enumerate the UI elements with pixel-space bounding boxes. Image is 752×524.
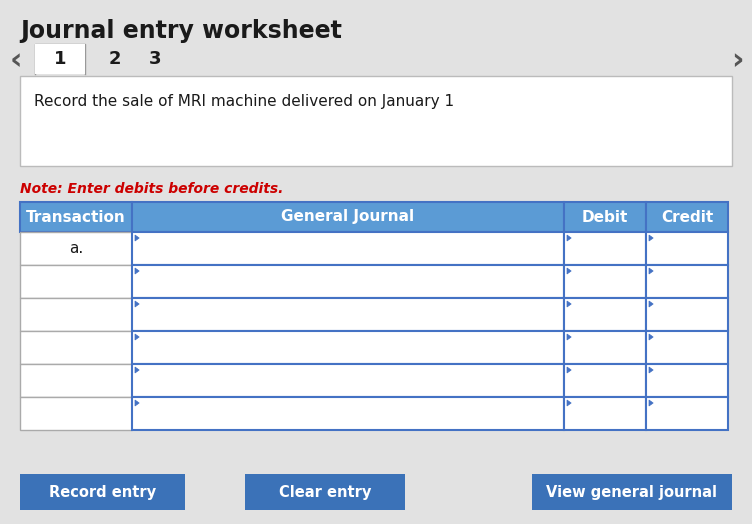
Polygon shape <box>649 268 653 274</box>
Text: ›: › <box>731 47 743 75</box>
Text: View general journal: View general journal <box>547 485 717 499</box>
FancyBboxPatch shape <box>245 474 405 510</box>
FancyBboxPatch shape <box>564 202 646 232</box>
FancyBboxPatch shape <box>132 397 564 430</box>
Polygon shape <box>567 268 572 274</box>
Polygon shape <box>649 367 653 373</box>
FancyBboxPatch shape <box>132 232 564 265</box>
Text: Clear entry: Clear entry <box>279 485 371 499</box>
Text: ‹: ‹ <box>10 47 23 75</box>
FancyBboxPatch shape <box>646 364 728 397</box>
Polygon shape <box>649 400 653 406</box>
Polygon shape <box>135 235 139 241</box>
Polygon shape <box>649 334 653 340</box>
Text: Credit: Credit <box>661 210 713 224</box>
FancyBboxPatch shape <box>646 232 728 265</box>
FancyBboxPatch shape <box>532 474 732 510</box>
FancyBboxPatch shape <box>646 298 728 331</box>
Polygon shape <box>135 268 139 274</box>
Polygon shape <box>649 301 653 307</box>
FancyBboxPatch shape <box>646 397 728 430</box>
FancyBboxPatch shape <box>20 202 132 232</box>
Text: 3: 3 <box>149 50 161 68</box>
Text: a.: a. <box>69 241 83 256</box>
Polygon shape <box>135 334 139 340</box>
FancyBboxPatch shape <box>20 474 185 510</box>
FancyBboxPatch shape <box>20 397 132 430</box>
Polygon shape <box>567 367 572 373</box>
FancyBboxPatch shape <box>132 364 564 397</box>
FancyBboxPatch shape <box>564 265 646 298</box>
Polygon shape <box>567 235 572 241</box>
Text: Note: Enter debits before credits.: Note: Enter debits before credits. <box>20 182 284 196</box>
Polygon shape <box>567 400 572 406</box>
Polygon shape <box>135 367 139 373</box>
Polygon shape <box>135 400 139 406</box>
FancyBboxPatch shape <box>132 331 564 364</box>
FancyBboxPatch shape <box>20 265 132 298</box>
FancyBboxPatch shape <box>564 331 646 364</box>
Polygon shape <box>567 301 572 307</box>
Text: 2: 2 <box>109 50 121 68</box>
FancyBboxPatch shape <box>20 232 132 265</box>
FancyBboxPatch shape <box>20 364 132 397</box>
Text: Journal entry worksheet: Journal entry worksheet <box>20 19 342 43</box>
FancyBboxPatch shape <box>564 397 646 430</box>
FancyBboxPatch shape <box>35 44 85 74</box>
FancyBboxPatch shape <box>132 265 564 298</box>
FancyBboxPatch shape <box>132 202 564 232</box>
FancyBboxPatch shape <box>564 298 646 331</box>
FancyBboxPatch shape <box>646 331 728 364</box>
FancyBboxPatch shape <box>132 298 564 331</box>
FancyBboxPatch shape <box>564 232 646 265</box>
Text: General Journal: General Journal <box>281 210 414 224</box>
FancyBboxPatch shape <box>20 76 732 166</box>
Text: Record entry: Record entry <box>49 485 156 499</box>
Polygon shape <box>135 301 139 307</box>
FancyBboxPatch shape <box>646 202 728 232</box>
Text: Record the sale of MRI machine delivered on January 1: Record the sale of MRI machine delivered… <box>34 94 454 109</box>
FancyBboxPatch shape <box>646 265 728 298</box>
Polygon shape <box>567 334 572 340</box>
Text: 1: 1 <box>53 50 66 68</box>
FancyBboxPatch shape <box>20 331 132 364</box>
FancyBboxPatch shape <box>564 364 646 397</box>
Text: Transaction: Transaction <box>26 210 126 224</box>
FancyBboxPatch shape <box>20 298 132 331</box>
Text: Debit: Debit <box>582 210 628 224</box>
Polygon shape <box>649 235 653 241</box>
